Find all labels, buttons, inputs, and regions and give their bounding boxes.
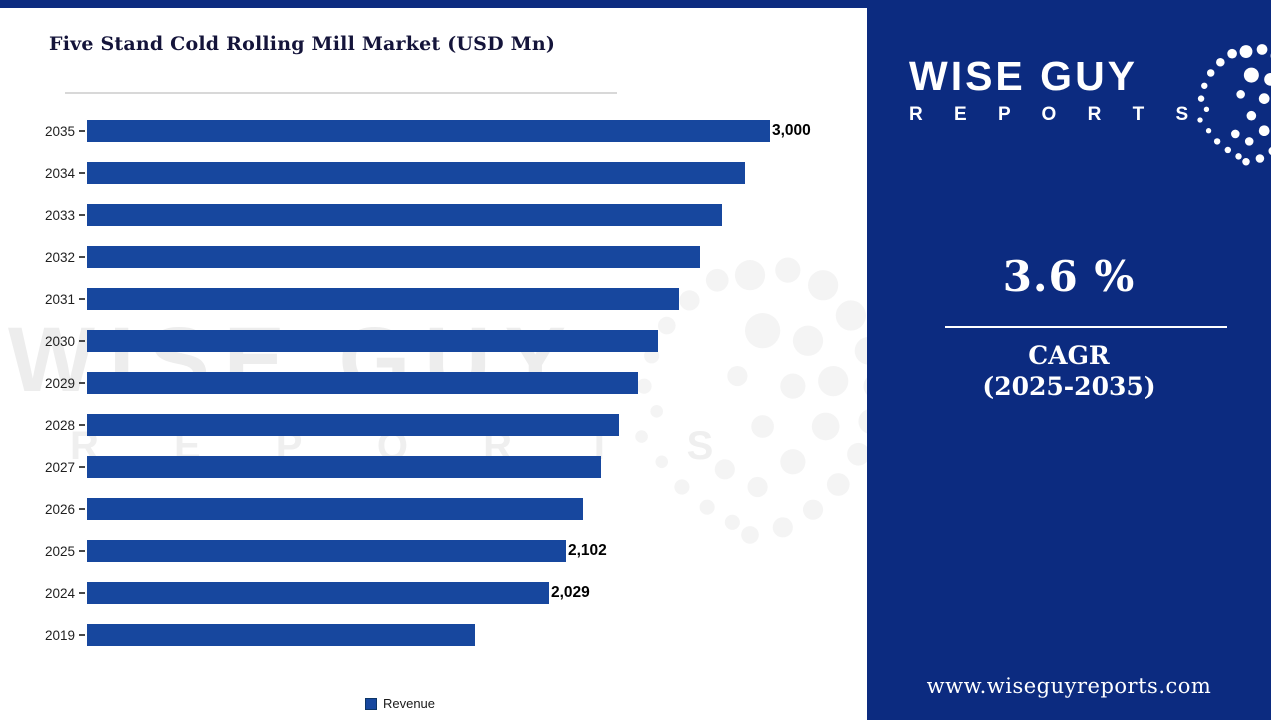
legend-label-revenue: Revenue [382, 696, 436, 711]
y-axis-tick-label: 2033 [44, 207, 75, 223]
y-axis-tick-label: 2034 [44, 165, 75, 181]
y-axis-tick-label: 2035 [44, 123, 75, 139]
revenue-bar [87, 582, 549, 604]
axis-tick [79, 382, 85, 384]
y-axis-tick-label: 2032 [44, 249, 75, 265]
bar-row: 2035 3,000 [0, 110, 867, 152]
logo-line2: R E P O R T S [909, 104, 1202, 126]
axis-tick [79, 592, 85, 594]
bar-row: 2025 2,102 [0, 530, 867, 572]
title-underline [65, 92, 617, 94]
revenue-bar [87, 624, 475, 646]
axis-tick [79, 130, 85, 132]
revenue-bar [87, 498, 583, 520]
wiseguy-logo-head-icon [1197, 44, 1271, 166]
revenue-bar [87, 288, 679, 310]
wiseguy-logo: WISE GUY R E P O R T S [909, 44, 1271, 166]
bar-row: 2031 [0, 278, 867, 320]
axis-tick [79, 508, 85, 510]
bar-rows: 2035 3,000 2034 2033 2032 2031 2030 2029 2028 202… [0, 110, 867, 656]
legend-swatch-revenue [364, 697, 377, 710]
revenue-bar [87, 372, 638, 394]
chart-panel: Five Stand Cold Rolling Mill Market (USD… [0, 0, 889, 711]
cagr-divider [945, 326, 1227, 328]
y-axis-tick-label: 2027 [44, 459, 75, 475]
axis-tick [79, 466, 85, 468]
revenue-bar [87, 456, 601, 478]
bar-row: 2034 [0, 152, 867, 194]
y-axis-tick-label: 2030 [44, 333, 75, 349]
revenue-bar [87, 162, 745, 184]
y-axis-tick-label: 2029 [44, 375, 75, 391]
y-axis-tick-label: 2031 [44, 291, 75, 307]
website-link[interactable]: www.wiseguyreports.com [926, 674, 1212, 698]
axis-tick [79, 550, 85, 552]
bar-row: 2026 [0, 488, 867, 530]
revenue-bar [87, 414, 619, 436]
bar-row: 2030 [0, 320, 867, 362]
bar-value-label: 3,000 [772, 122, 811, 139]
y-axis-tick-label: 2026 [44, 501, 75, 517]
bar-row: 2033 [0, 194, 867, 236]
revenue-bar [87, 246, 700, 268]
bar-row: 2028 [0, 404, 867, 446]
cagr-label: CAGR (2025-2035) [867, 340, 1271, 403]
axis-tick [79, 424, 85, 426]
cagr-value: 3.6 % [1002, 252, 1136, 301]
bar-row: 2029 [0, 362, 867, 404]
wiseguy-logo-text: WISE GUY R E P O R T S [909, 53, 1202, 126]
cagr-label-line2: (2025-2035) [982, 372, 1156, 402]
bar-value-label: 2,102 [568, 542, 607, 559]
y-axis-tick-label: 2025 [44, 543, 75, 559]
chart-title: Five Stand Cold Rolling Mill Market (USD… [49, 33, 556, 55]
bar-row: 2027 [0, 446, 867, 488]
top-accent-strip [0, 0, 867, 8]
axis-tick [79, 172, 85, 174]
revenue-bar [87, 330, 658, 352]
revenue-bar [87, 120, 770, 142]
bar-row: 2024 2,029 [0, 572, 867, 614]
axis-tick [79, 634, 85, 636]
y-axis-tick-label: 2024 [44, 585, 75, 601]
revenue-bar [87, 204, 722, 226]
axis-tick [79, 256, 85, 258]
chart-legend: Revenue [0, 696, 800, 711]
bar-row: 2032 [0, 236, 867, 278]
y-axis-tick-label: 2028 [44, 417, 75, 433]
bar-row: 2019 [0, 614, 867, 656]
logo-line1: WISE GUY [909, 53, 1139, 99]
y-axis-tick-label: 2019 [44, 627, 75, 643]
axis-tick [79, 214, 85, 216]
bar-value-label: 2,029 [551, 584, 590, 601]
brand-side-panel: WISE GUY R E P O R T S 3.6 % CAGR [867, 0, 1271, 720]
cagr-label-line1: CAGR [1028, 341, 1110, 370]
axis-tick [79, 340, 85, 342]
revenue-bar [87, 540, 566, 562]
axis-tick [79, 298, 85, 300]
